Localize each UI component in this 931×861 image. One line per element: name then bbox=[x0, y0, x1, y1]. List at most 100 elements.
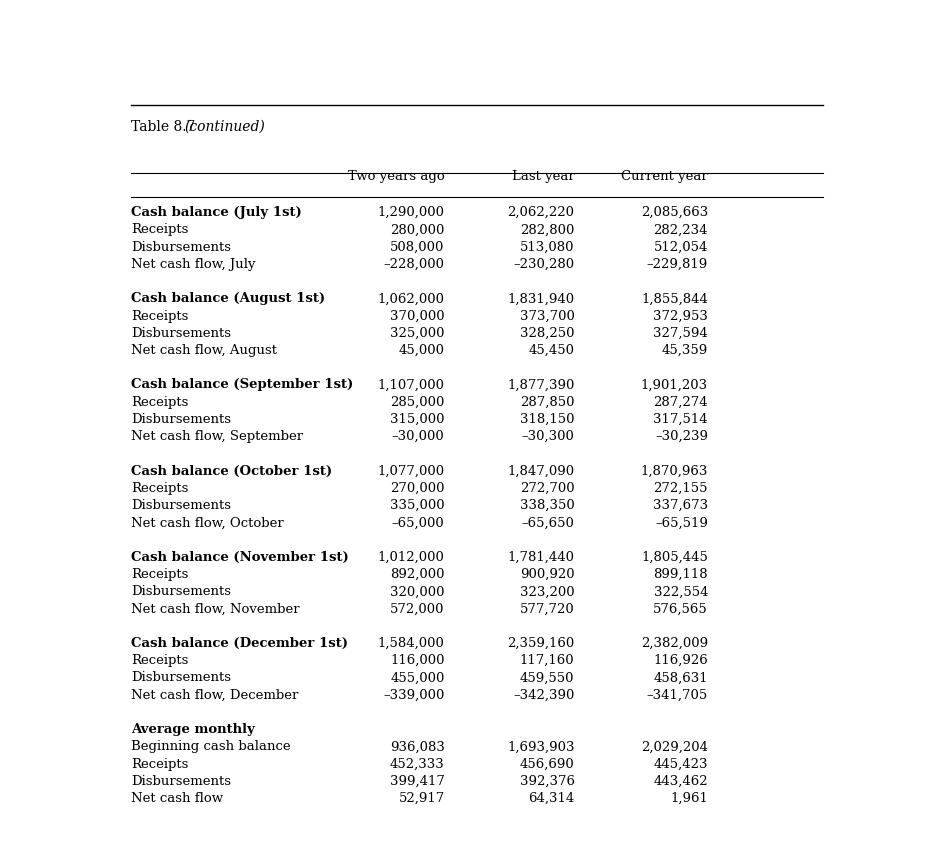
Text: 1,870,963: 1,870,963 bbox=[641, 465, 708, 478]
Text: (continued): (continued) bbox=[184, 120, 265, 134]
Text: –342,390: –342,390 bbox=[513, 689, 574, 702]
Text: 323,200: 323,200 bbox=[519, 585, 574, 598]
Text: Receipts: Receipts bbox=[130, 482, 188, 495]
Text: 576,565: 576,565 bbox=[654, 603, 708, 616]
Text: 280,000: 280,000 bbox=[390, 223, 445, 236]
Text: Net cash flow, August: Net cash flow, August bbox=[130, 344, 277, 357]
Text: Net cash flow, December: Net cash flow, December bbox=[130, 689, 298, 702]
Text: 392,376: 392,376 bbox=[519, 775, 574, 788]
Text: 513,080: 513,080 bbox=[520, 240, 574, 253]
Text: 1,805,445: 1,805,445 bbox=[641, 551, 708, 564]
Text: 327,594: 327,594 bbox=[654, 326, 708, 340]
Text: Receipts: Receipts bbox=[130, 309, 188, 323]
Text: 52,917: 52,917 bbox=[398, 792, 445, 805]
Text: 322,554: 322,554 bbox=[654, 585, 708, 598]
Text: 45,450: 45,450 bbox=[529, 344, 574, 357]
Text: 335,000: 335,000 bbox=[390, 499, 445, 512]
Text: 272,700: 272,700 bbox=[519, 482, 574, 495]
Text: 2,382,009: 2,382,009 bbox=[641, 637, 708, 650]
Text: Cash balance (December 1st): Cash balance (December 1st) bbox=[130, 637, 348, 650]
Text: 1,290,000: 1,290,000 bbox=[378, 206, 445, 219]
Text: Disbursements: Disbursements bbox=[130, 672, 231, 684]
Text: 372,953: 372,953 bbox=[654, 309, 708, 323]
Text: Net cash flow, November: Net cash flow, November bbox=[130, 603, 300, 616]
Text: 282,234: 282,234 bbox=[654, 223, 708, 236]
Text: 900,920: 900,920 bbox=[519, 568, 574, 581]
Text: 892,000: 892,000 bbox=[390, 568, 445, 581]
Text: 315,000: 315,000 bbox=[390, 413, 445, 426]
Text: 455,000: 455,000 bbox=[390, 672, 445, 684]
Text: 512,054: 512,054 bbox=[654, 240, 708, 253]
Text: 116,000: 116,000 bbox=[390, 654, 445, 667]
Text: 936,083: 936,083 bbox=[390, 740, 445, 753]
Text: 116,926: 116,926 bbox=[654, 654, 708, 667]
Text: 399,417: 399,417 bbox=[390, 775, 445, 788]
Text: 45,359: 45,359 bbox=[662, 344, 708, 357]
Text: 899,118: 899,118 bbox=[654, 568, 708, 581]
Text: –30,239: –30,239 bbox=[655, 430, 708, 443]
Text: 287,274: 287,274 bbox=[654, 396, 708, 409]
Text: Disbursements: Disbursements bbox=[130, 585, 231, 598]
Text: Receipts: Receipts bbox=[130, 758, 188, 771]
Text: 318,150: 318,150 bbox=[520, 413, 574, 426]
Text: 1,961: 1,961 bbox=[670, 792, 708, 805]
Text: Current year: Current year bbox=[621, 170, 708, 183]
Text: Average monthly: Average monthly bbox=[130, 723, 255, 736]
Text: 577,720: 577,720 bbox=[519, 603, 574, 616]
Text: 445,423: 445,423 bbox=[654, 758, 708, 771]
Text: 1,107,000: 1,107,000 bbox=[378, 379, 445, 392]
Text: Last year: Last year bbox=[512, 170, 574, 183]
Text: 1,855,844: 1,855,844 bbox=[641, 292, 708, 306]
Text: 1,901,203: 1,901,203 bbox=[641, 379, 708, 392]
Text: –65,650: –65,650 bbox=[521, 517, 574, 530]
Text: Cash balance (November 1st): Cash balance (November 1st) bbox=[130, 551, 348, 564]
Text: 1,781,440: 1,781,440 bbox=[507, 551, 574, 564]
Text: 452,333: 452,333 bbox=[390, 758, 445, 771]
Text: –65,519: –65,519 bbox=[655, 517, 708, 530]
Text: Receipts: Receipts bbox=[130, 654, 188, 667]
Text: 64,314: 64,314 bbox=[528, 792, 574, 805]
Text: 337,673: 337,673 bbox=[653, 499, 708, 512]
Text: 1,077,000: 1,077,000 bbox=[378, 465, 445, 478]
Text: 508,000: 508,000 bbox=[390, 240, 445, 253]
Text: 1,012,000: 1,012,000 bbox=[378, 551, 445, 564]
Text: 45,000: 45,000 bbox=[398, 344, 445, 357]
Text: –30,300: –30,300 bbox=[521, 430, 574, 443]
Text: Two years ago: Two years ago bbox=[348, 170, 445, 183]
Text: 1,062,000: 1,062,000 bbox=[378, 292, 445, 306]
Text: 287,850: 287,850 bbox=[520, 396, 574, 409]
Text: Cash balance (July 1st): Cash balance (July 1st) bbox=[130, 206, 302, 219]
Text: Net cash flow, July: Net cash flow, July bbox=[130, 257, 255, 271]
Text: Net cash flow, October: Net cash flow, October bbox=[130, 517, 284, 530]
Text: 1,847,090: 1,847,090 bbox=[507, 465, 574, 478]
Text: 272,155: 272,155 bbox=[654, 482, 708, 495]
Text: –229,819: –229,819 bbox=[647, 257, 708, 271]
Text: –30,000: –30,000 bbox=[392, 430, 445, 443]
Text: Disbursements: Disbursements bbox=[130, 499, 231, 512]
Text: –339,000: –339,000 bbox=[384, 689, 445, 702]
Text: 458,631: 458,631 bbox=[654, 672, 708, 684]
Text: 282,800: 282,800 bbox=[520, 223, 574, 236]
Text: –228,000: –228,000 bbox=[384, 257, 445, 271]
Text: 285,000: 285,000 bbox=[390, 396, 445, 409]
Text: 459,550: 459,550 bbox=[520, 672, 574, 684]
Text: 338,350: 338,350 bbox=[519, 499, 574, 512]
Text: Cash balance (August 1st): Cash balance (August 1st) bbox=[130, 292, 325, 306]
Text: Net cash flow, September: Net cash flow, September bbox=[130, 430, 303, 443]
Text: 1,584,000: 1,584,000 bbox=[378, 637, 445, 650]
Text: 2,359,160: 2,359,160 bbox=[507, 637, 574, 650]
Text: Disbursements: Disbursements bbox=[130, 326, 231, 340]
Text: 317,514: 317,514 bbox=[654, 413, 708, 426]
Text: Receipts: Receipts bbox=[130, 396, 188, 409]
Text: 270,000: 270,000 bbox=[390, 482, 445, 495]
Text: Disbursements: Disbursements bbox=[130, 775, 231, 788]
Text: –341,705: –341,705 bbox=[647, 689, 708, 702]
Text: –230,280: –230,280 bbox=[513, 257, 574, 271]
Text: Disbursements: Disbursements bbox=[130, 413, 231, 426]
Text: –65,000: –65,000 bbox=[392, 517, 445, 530]
Text: 572,000: 572,000 bbox=[390, 603, 445, 616]
Text: Beginning cash balance: Beginning cash balance bbox=[130, 740, 290, 753]
Text: Net cash flow: Net cash flow bbox=[130, 792, 223, 805]
Text: Receipts: Receipts bbox=[130, 568, 188, 581]
Text: 325,000: 325,000 bbox=[390, 326, 445, 340]
